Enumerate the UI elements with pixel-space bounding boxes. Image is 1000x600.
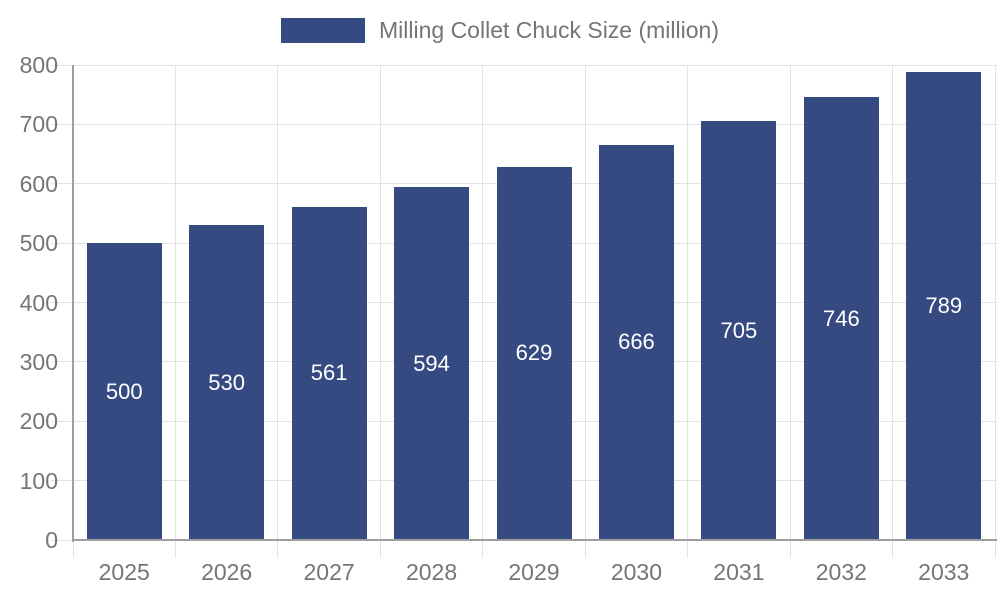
bar xyxy=(701,121,777,540)
bar xyxy=(86,243,162,540)
y-tick-label: 700 xyxy=(19,111,58,138)
x-gridline xyxy=(379,65,381,558)
bar-value-label: 789 xyxy=(925,292,963,318)
bar xyxy=(394,187,470,540)
legend: Milling Collet Chuck Size (million) xyxy=(0,15,1000,45)
bar xyxy=(598,144,674,540)
x-gridline xyxy=(892,65,894,558)
x-tick-label: 2025 xyxy=(98,559,150,585)
x-gridline xyxy=(994,65,996,558)
y-tick-label: 200 xyxy=(19,408,58,435)
bar xyxy=(803,97,879,540)
y-tick-label: 800 xyxy=(19,52,58,78)
x-gridline xyxy=(277,65,279,558)
bar xyxy=(496,166,572,540)
bar-value-label: 594 xyxy=(413,350,450,376)
x-tick-label: 2027 xyxy=(303,559,355,585)
y-tick-label: 600 xyxy=(19,170,58,197)
bar xyxy=(291,206,367,540)
bar xyxy=(906,71,982,540)
x-tick-label: 2033 xyxy=(918,559,970,585)
bar-value-label: 746 xyxy=(822,305,860,331)
x-tick-label: 2026 xyxy=(201,559,253,585)
y-gridline xyxy=(51,64,997,66)
bar-value-label: 705 xyxy=(720,317,758,343)
x-tick-label: 2031 xyxy=(713,559,765,585)
legend-swatch xyxy=(281,17,365,43)
legend-label: Milling Collet Chuck Size (million) xyxy=(379,16,719,43)
y-tick-label: 300 xyxy=(19,348,58,375)
y-gridline xyxy=(51,123,997,125)
bar-value-label: 530 xyxy=(208,369,246,395)
y-tick-label: 400 xyxy=(19,289,58,316)
x-gridline xyxy=(584,65,586,558)
x-gridline xyxy=(174,65,176,558)
x-gridline xyxy=(687,65,689,558)
bar-value-label: 629 xyxy=(515,340,553,366)
bar xyxy=(189,225,265,540)
x-tick-label: 2029 xyxy=(508,559,560,585)
bar-value-label: 561 xyxy=(310,360,348,386)
y-tick-label: 0 xyxy=(45,527,58,553)
bar-value-label: 666 xyxy=(618,329,655,355)
y-tick-label: 100 xyxy=(19,467,58,494)
x-tick-label: 2032 xyxy=(815,559,867,585)
x-axis-line xyxy=(72,539,997,541)
bar-value-label: 500 xyxy=(105,378,143,404)
x-tick-label: 2030 xyxy=(610,559,663,585)
x-gridline xyxy=(789,65,791,558)
y-tick-label: 500 xyxy=(19,230,58,257)
x-tick-label: 2028 xyxy=(405,559,458,585)
y-axis-line xyxy=(72,65,74,542)
x-gridline xyxy=(482,65,484,558)
